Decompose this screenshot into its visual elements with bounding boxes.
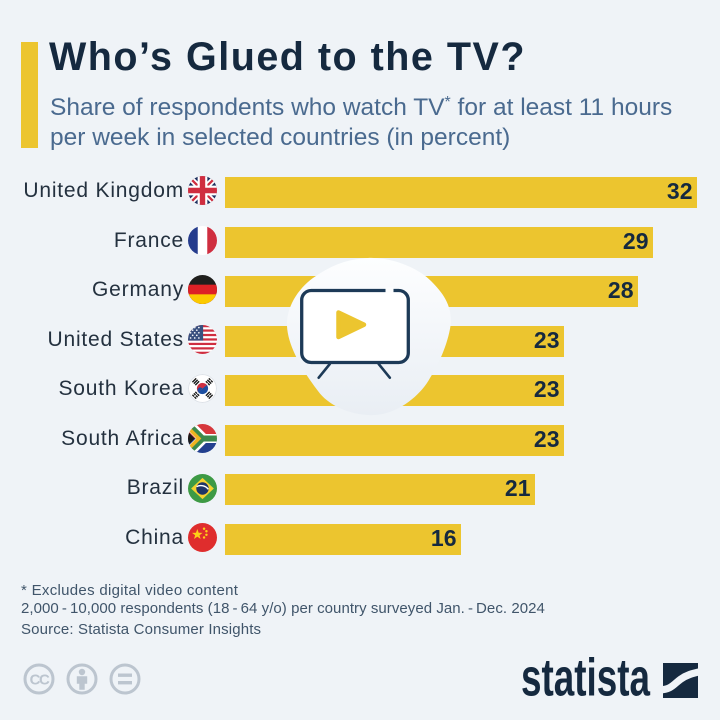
svg-text:CC: CC (30, 672, 50, 689)
svg-text:statista: statista (521, 650, 650, 705)
